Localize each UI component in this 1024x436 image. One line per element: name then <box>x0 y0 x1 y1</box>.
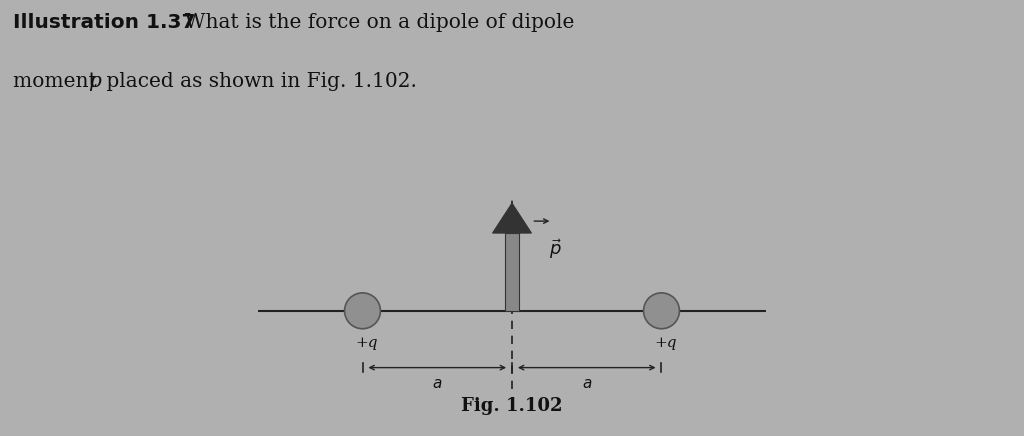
Text: What is the force on a dipole of dipole: What is the force on a dipole of dipole <box>172 13 574 32</box>
Polygon shape <box>493 203 531 233</box>
Text: $a$: $a$ <box>582 377 592 391</box>
Circle shape <box>344 293 381 329</box>
Circle shape <box>643 293 680 329</box>
Text: Fig. 1.102: Fig. 1.102 <box>461 398 563 416</box>
Text: p: p <box>88 72 101 91</box>
Text: +q: +q <box>654 336 677 350</box>
Text: moment: moment <box>13 72 103 91</box>
Text: +q: +q <box>355 336 378 350</box>
Text: $a$: $a$ <box>432 377 442 391</box>
Text: Illustration 1.37: Illustration 1.37 <box>13 13 196 32</box>
Polygon shape <box>505 233 519 311</box>
Text: $\vec{p}$: $\vec{p}$ <box>549 238 562 262</box>
Text: placed as shown in Fig. 1.102.: placed as shown in Fig. 1.102. <box>100 72 417 91</box>
